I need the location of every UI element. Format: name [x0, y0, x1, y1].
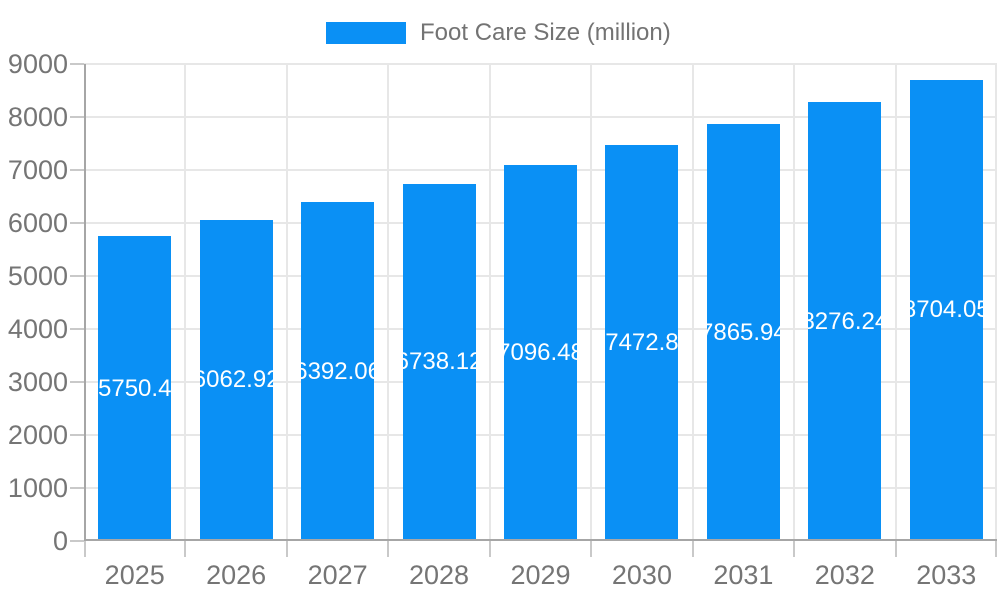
- y-tick: [70, 381, 84, 383]
- v-gridline: [793, 64, 796, 541]
- x-tick: [590, 541, 593, 557]
- legend-label: Foot Care Size (million): [420, 19, 671, 46]
- y-tick: [70, 434, 84, 436]
- bar[interactable]: 7096.48: [504, 164, 577, 541]
- y-tick: [70, 116, 84, 118]
- x-tick: [488, 541, 491, 557]
- legend: Foot Care Size (million): [0, 0, 1000, 56]
- bar[interactable]: 8276.24: [808, 102, 882, 541]
- y-tick: [70, 487, 84, 489]
- x-tick-label: 2027: [307, 560, 368, 590]
- bar-value-label: 7472.8: [605, 328, 679, 356]
- h-gridline: [84, 63, 997, 65]
- v-gridline: [691, 64, 694, 541]
- v-gridline: [387, 64, 390, 541]
- bar[interactable]: 8704.05: [909, 79, 983, 541]
- v-gridline: [488, 64, 491, 541]
- y-tick-label: 1000: [7, 473, 68, 503]
- x-tick: [184, 541, 187, 557]
- x-tick: [387, 541, 390, 557]
- h-gridline: [84, 116, 997, 118]
- bar[interactable]: 7472.8: [605, 144, 679, 541]
- v-gridline: [285, 64, 288, 541]
- y-tick-label: 5000: [7, 261, 68, 291]
- bar[interactable]: 7865.94: [706, 124, 780, 541]
- bar-value-label: 5750.4: [98, 374, 172, 402]
- bar-value-label: 6392.06: [301, 357, 374, 385]
- y-tick-label: 0: [52, 526, 68, 556]
- y-tick-label: 8000: [7, 102, 68, 132]
- x-tick: [691, 541, 694, 557]
- x-tick: [995, 541, 997, 557]
- x-tick-label: 2025: [104, 560, 165, 590]
- y-tick-label: 6000: [7, 208, 68, 238]
- bar-value-label: 8704.05: [910, 296, 983, 324]
- bar[interactable]: 6062.92: [199, 219, 273, 541]
- x-tick-label: 2026: [206, 560, 267, 590]
- y-tick: [70, 328, 84, 330]
- x-tick-label: 2028: [409, 560, 470, 590]
- bar-value-label: 7865.94: [707, 318, 780, 346]
- y-tick: [70, 275, 84, 277]
- x-tick: [84, 541, 86, 557]
- bar-value-label: 6062.92: [200, 366, 273, 394]
- plot-area: 5750.4 6062.92 6392.06 6738.12 7096.48 7472.8…: [84, 63, 997, 541]
- y-axis-line: [84, 64, 86, 541]
- bar-value-label: 8276.24: [808, 307, 881, 335]
- y-tick-label: 9000: [7, 49, 68, 79]
- x-tick: [285, 541, 288, 557]
- bar-value-label: 6738.12: [403, 348, 476, 376]
- x-tick: [793, 541, 796, 557]
- legend-item[interactable]: Foot Care Size (million): [326, 21, 671, 45]
- x-tick-label: 2031: [713, 560, 774, 590]
- y-tick-label: 7000: [7, 155, 68, 185]
- v-gridline: [590, 64, 593, 541]
- bar[interactable]: 6738.12: [402, 183, 476, 541]
- y-tick-label: 2000: [7, 420, 68, 450]
- x-tick-label: 2033: [916, 560, 977, 590]
- x-tick-label: 2030: [611, 560, 672, 590]
- y-tick: [70, 222, 84, 224]
- v-gridline: [894, 64, 897, 541]
- x-tick-label: 2029: [510, 560, 571, 590]
- y-tick-label: 3000: [7, 367, 68, 397]
- bar[interactable]: 6392.06: [301, 202, 375, 541]
- x-tick: [894, 541, 897, 557]
- x-axis-line: [84, 539, 997, 541]
- x-tick-label: 2032: [814, 560, 875, 590]
- y-tick: [70, 169, 84, 171]
- legend-swatch-icon: [326, 22, 406, 44]
- y-tick: [70, 540, 84, 542]
- v-gridline: [995, 64, 997, 541]
- y-tick-label: 4000: [7, 314, 68, 344]
- v-gridline: [184, 64, 187, 541]
- bar-value-label: 7096.48: [504, 338, 577, 366]
- bar[interactable]: 5750.4: [98, 236, 172, 541]
- y-tick: [70, 63, 84, 65]
